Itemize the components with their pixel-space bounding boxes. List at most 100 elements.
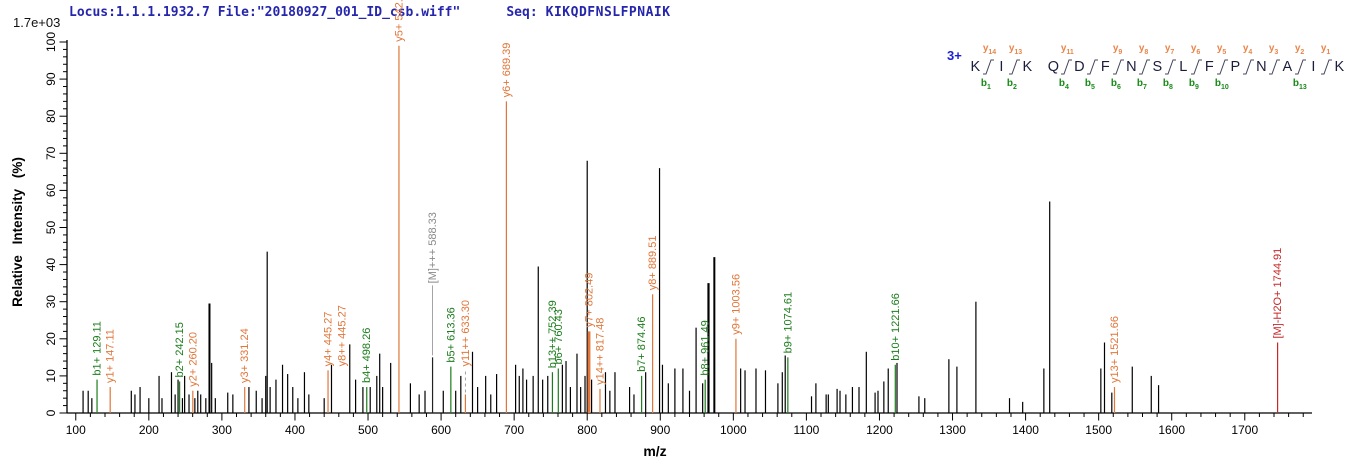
cut-mark-icon xyxy=(1294,59,1306,75)
residue-10-F: F xyxy=(1204,59,1214,75)
x-tick-label: 1000 xyxy=(720,423,747,437)
residue-7-N: N xyxy=(1126,59,1137,75)
locus-file-text: Locus:1.1.1.1932.7 File:"20180927_001_ID… xyxy=(69,5,461,20)
peak-label: y11++ 633.30 xyxy=(460,300,472,366)
cut-mark-icon xyxy=(1112,59,1124,75)
x-tick-label: 200 xyxy=(139,423,159,437)
peak-label: y5+ 542.33 xyxy=(393,0,405,42)
peak-labels-layer: b1+ 129.11 y1+ 147.11 b2+ 242.15 y2+ 260.20… xyxy=(92,0,1285,387)
fragment-cut-1: y14 b1 xyxy=(981,44,996,92)
x-tick-label: 300 xyxy=(212,423,232,437)
peak-label: b10+ 1221.66 xyxy=(890,293,902,361)
precursor-charge-label: 3+ xyxy=(947,48,962,63)
peak-label: b9+ 1074.61 xyxy=(782,292,794,353)
seq-value: KIKQDFNSLFPNAIK xyxy=(545,5,671,20)
y-ion-label-y1: y1 xyxy=(1320,43,1331,57)
cut-mark-icon xyxy=(1190,59,1202,75)
peaks-layer xyxy=(82,45,1279,413)
b-ion-label-b9: b9 xyxy=(1188,78,1199,92)
peak-label: y6+ 689.39 xyxy=(501,43,513,98)
residue-13-A: A xyxy=(1282,59,1293,75)
residue-1-K: K xyxy=(970,59,981,75)
fragment-cut-11: y4 xyxy=(1242,44,1255,77)
peak-label: b6+ 760.43 xyxy=(553,309,565,364)
peak-label: y4+ 445.27 xyxy=(323,312,335,367)
cut-mark-icon xyxy=(1216,59,1228,75)
peak-label: y8+ 889.51 xyxy=(647,236,659,291)
fragment-cut-9: y6 b9 xyxy=(1189,44,1203,91)
x-tick-label: 900 xyxy=(650,423,670,437)
y-axis-title: Relative Intensity (%) xyxy=(10,157,25,307)
x-tick-label: 1100 xyxy=(793,423,819,437)
y-ion-label-y11: y11 xyxy=(1060,43,1074,57)
peak-label: [M]-H2O+ 1744.91 xyxy=(1272,248,1284,339)
cut-mark-icon xyxy=(1268,59,1280,75)
cut-mark-icon xyxy=(1008,59,1020,75)
cut-mark-icon xyxy=(1086,59,1098,75)
y-ion-label-y4: y4 xyxy=(1242,43,1253,57)
x-tick-label: 1300 xyxy=(939,423,966,437)
no-cut-gap xyxy=(1034,57,1047,77)
cut-mark-icon xyxy=(1320,59,1332,75)
cut-mark-icon xyxy=(1138,59,1150,75)
y-ion-label-y13: y13 xyxy=(1008,43,1023,57)
b-ion-label-b5: b5 xyxy=(1084,78,1095,92)
x-tick-label: 1700 xyxy=(1231,423,1258,437)
fragment-cut-13: y2 b13 xyxy=(1293,44,1307,92)
peak-label: b4+ 498.26 xyxy=(361,328,373,383)
fragment-cut-6: y9 b6 xyxy=(1111,44,1125,91)
y-ion-label-y14: y14 xyxy=(982,43,997,57)
cut-mark-icon xyxy=(1242,59,1254,75)
fragment-cut-7: y8 b7 xyxy=(1137,44,1151,91)
peak-label: b5+ 613.36 xyxy=(445,307,457,362)
cut-mark-icon xyxy=(1060,59,1072,75)
x-tick-label: 500 xyxy=(358,423,378,437)
x-tick-label: 1400 xyxy=(1012,423,1039,437)
residue-5-D: D xyxy=(1074,59,1085,75)
peak-label: b1+ 129.11 xyxy=(92,321,104,376)
fragment-cut-4: y11 b4 xyxy=(1059,44,1074,92)
y-tick-label: 30 xyxy=(44,295,58,309)
residue-11-P: P xyxy=(1230,59,1241,75)
peak-label: y3+ 331.24 xyxy=(239,328,251,383)
y-ion-label-y9: y9 xyxy=(1112,43,1123,57)
fragment-cut-10: y5 b10 xyxy=(1215,44,1229,92)
b-ion-label-b8: b8 xyxy=(1162,78,1173,92)
residue-6-F: F xyxy=(1100,59,1110,75)
y-tick-label: 80 xyxy=(44,109,58,123)
peak-label: b8+ 961.49 xyxy=(700,320,712,375)
peak-label: [M]+++ 588.33 xyxy=(427,212,439,283)
x-tick-label: 800 xyxy=(577,423,597,437)
fragment-cut-8: y7 b8 xyxy=(1163,44,1177,91)
residue-3-K: K xyxy=(1022,59,1033,75)
y-ion-label-y5: y5 xyxy=(1216,43,1227,57)
peak-label: y9+ 1003.56 xyxy=(730,274,742,335)
y-ion-label-y6: y6 xyxy=(1190,43,1201,57)
b-ion-label-b10: b10 xyxy=(1214,78,1229,92)
peak-label: b13++ 752.39 xyxy=(547,300,559,368)
x-tick-label: 1600 xyxy=(1158,423,1185,437)
peak-label: y8++ 445.27 xyxy=(337,305,349,366)
y-tick-label: 70 xyxy=(44,146,58,160)
x-tick-label: 1500 xyxy=(1085,423,1112,437)
x-axis-title: m/z xyxy=(643,443,666,459)
b-ion-label-b2: b2 xyxy=(1006,78,1017,92)
b-ion-label-b6: b6 xyxy=(1110,78,1121,92)
x-tick-label: 700 xyxy=(504,423,524,437)
residue-2-I: I xyxy=(999,59,1004,75)
seq-label: Seq: xyxy=(506,5,538,20)
cut-mark-icon xyxy=(1164,59,1176,75)
peak-label: y7+ 802.49 xyxy=(584,273,596,328)
residue-12-N: N xyxy=(1256,59,1267,75)
fragment-cut-5: b5 xyxy=(1085,57,1099,91)
residue-8-S: S xyxy=(1152,59,1163,75)
fragment-cut-12: y3 xyxy=(1268,44,1281,77)
axes: 100 200 300 400 500 600 700 800 900 1000 1100 1200 1… xyxy=(44,32,1312,437)
fragment-cut-14: y1 xyxy=(1320,44,1333,77)
x-tick-label: 400 xyxy=(285,423,305,437)
residue-15-K: K xyxy=(1334,59,1345,75)
intensity-full-scale-note: 1.7e+03 xyxy=(13,15,61,30)
